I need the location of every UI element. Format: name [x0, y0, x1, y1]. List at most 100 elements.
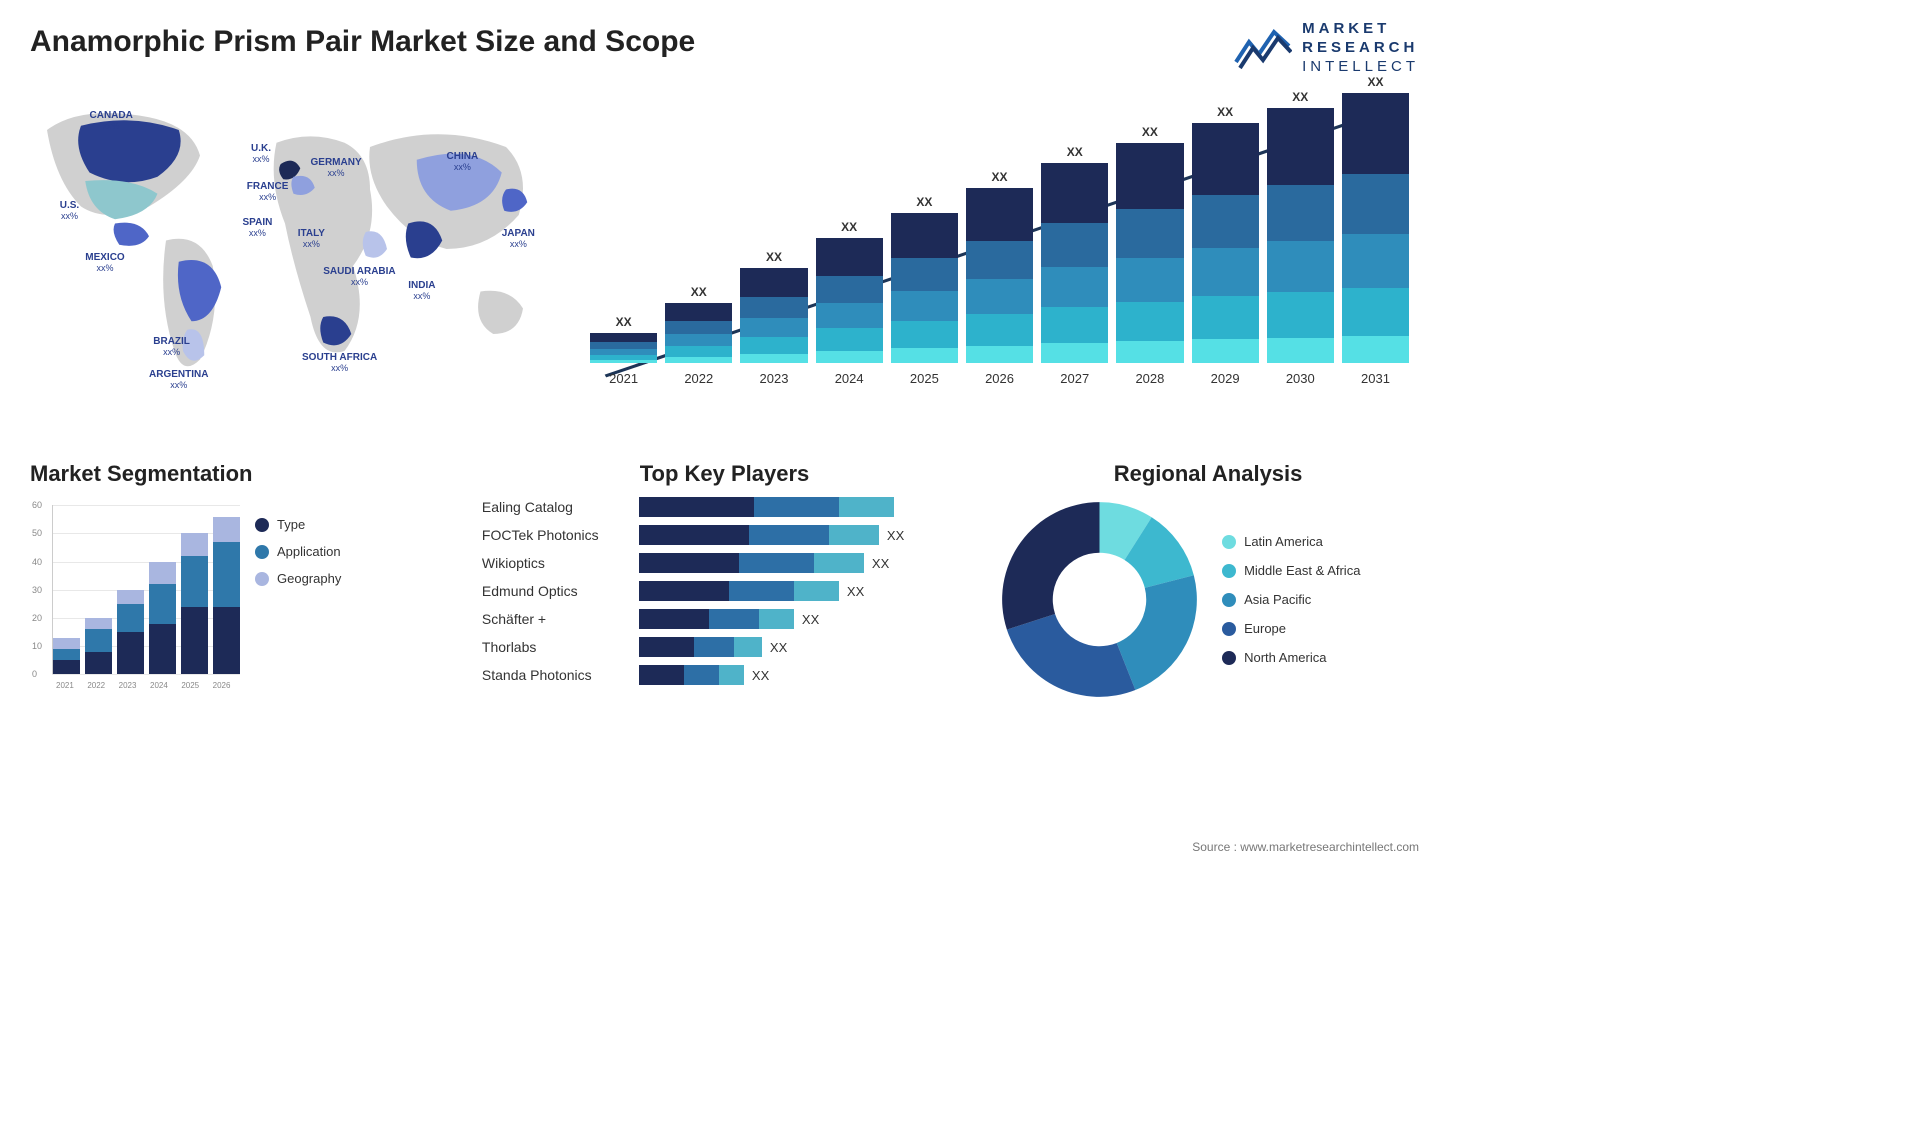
kp-value: XX — [802, 612, 819, 627]
forecast-chart: XX 2021 XX 2022 XX 2023 XX 2024 XX 2025 XX 2026 XX 20… — [580, 96, 1419, 436]
kp-name: Ealing Catalog — [482, 499, 627, 515]
forecast-bar-label: XX — [1217, 105, 1233, 119]
kp-row-standa-photonics: Standa Photonics XX — [482, 665, 967, 685]
regional-legend: Latin America Middle East & Africa Asia Pa… — [1222, 534, 1360, 665]
brand-logo: MARKET RESEARCH INTELLECT — [1234, 20, 1419, 76]
kp-row-edmund-optics: Edmund Optics XX — [482, 581, 967, 601]
segmentation-title: Market Segmentation — [30, 461, 452, 487]
seg-bar-2022 — [85, 618, 112, 674]
logo-line2: RESEARCH — [1302, 39, 1419, 58]
kp-value: XX — [887, 528, 904, 543]
seg-legend-type: Type — [255, 517, 341, 532]
kp-row-ealing-catalog: Ealing Catalog — [482, 497, 967, 517]
forecast-bar-2027: XX 2027 — [1041, 145, 1108, 386]
kp-name: Schäfter + — [482, 611, 627, 627]
forecast-year-label: 2027 — [1060, 371, 1089, 386]
kp-row-sch-fter-: Schäfter + XX — [482, 609, 967, 629]
seg-bar-2026 — [213, 517, 240, 675]
forecast-bar-2028: XX 2028 — [1116, 125, 1183, 386]
forecast-year-label: 2029 — [1211, 371, 1240, 386]
map-label-china: CHINAxx% — [447, 151, 479, 172]
forecast-bar-2030: XX 2030 — [1267, 90, 1334, 386]
map-label-france: FRANCExx% — [247, 181, 289, 202]
map-label-italy: ITALYxx% — [298, 228, 325, 249]
forecast-year-label: 2024 — [835, 371, 864, 386]
forecast-bar-2025: XX 2025 — [891, 195, 958, 386]
forecast-year-label: 2030 — [1286, 371, 1315, 386]
forecast-bar-2029: XX 2029 — [1192, 105, 1259, 386]
forecast-bar-2022: XX 2022 — [665, 285, 732, 386]
regional-panel: Regional Analysis Latin America Middle Ea… — [997, 461, 1419, 702]
regional-title: Regional Analysis — [997, 461, 1419, 487]
map-label-south-africa: SOUTH AFRICAxx% — [302, 352, 377, 373]
reg-legend-latin-america: Latin America — [1222, 534, 1360, 549]
donut-slice-asia-pacific — [1117, 576, 1197, 691]
world-map: CANADAxx%U.S.xx%MEXICOxx%BRAZILxx%ARGENT… — [30, 96, 540, 416]
kp-value: XX — [752, 668, 769, 683]
kp-name: Edmund Optics — [482, 583, 627, 599]
forecast-bar-label: XX — [1142, 125, 1158, 139]
segmentation-chart: 0102030405060202120222023202420252026 — [30, 497, 240, 692]
seg-bar-2024 — [149, 562, 176, 675]
forecast-year-label: 2031 — [1361, 371, 1390, 386]
forecast-bar-2026: XX 2026 — [966, 170, 1033, 386]
forecast-bar-label: XX — [691, 285, 707, 299]
forecast-bar-2024: XX 2024 — [816, 220, 883, 386]
forecast-year-label: 2021 — [609, 371, 638, 386]
forecast-year-label: 2022 — [684, 371, 713, 386]
map-label-canada: CANADAxx% — [90, 110, 133, 131]
forecast-bar-label: XX — [616, 315, 632, 329]
forecast-year-label: 2028 — [1135, 371, 1164, 386]
kp-name: Thorlabs — [482, 639, 627, 655]
logo-icon — [1234, 24, 1292, 72]
kp-value: XX — [770, 640, 787, 655]
reg-legend-europe: Europe — [1222, 621, 1360, 636]
donut-slice-north-america — [1002, 502, 1099, 629]
kp-value: XX — [872, 556, 889, 571]
page-title: Anamorphic Prism Pair Market Size and Sc… — [30, 25, 695, 59]
map-label-brazil: BRAZILxx% — [153, 336, 190, 357]
seg-legend-application: Application — [255, 544, 341, 559]
map-label-germany: GERMANYxx% — [311, 157, 362, 178]
seg-legend-geography: Geography — [255, 571, 341, 586]
seg-bar-2023 — [117, 590, 144, 674]
map-label-india: INDIAxx% — [408, 280, 435, 301]
reg-legend-asia-pacific: Asia Pacific — [1222, 592, 1360, 607]
map-label-japan: JAPANxx% — [502, 228, 535, 249]
forecast-bar-label: XX — [1067, 145, 1083, 159]
source-attribution: Source : www.marketresearchintellect.com — [1192, 840, 1419, 854]
logo-line3: INTELLECT — [1302, 58, 1419, 77]
kp-name: Wikioptics — [482, 555, 627, 571]
forecast-year-label: 2025 — [910, 371, 939, 386]
forecast-year-label: 2026 — [985, 371, 1014, 386]
map-label-argentina: ARGENTINAxx% — [149, 369, 208, 390]
reg-legend-middle-east-africa: Middle East & Africa — [1222, 563, 1360, 578]
donut-slice-europe — [1007, 614, 1135, 697]
regional-donut — [997, 497, 1202, 702]
forecast-bar-label: XX — [992, 170, 1008, 184]
forecast-bar-2023: XX 2023 — [740, 250, 807, 386]
kp-name: FOCTek Photonics — [482, 527, 627, 543]
segmentation-panel: Market Segmentation 01020304050602021202… — [30, 461, 452, 702]
forecast-bar-2031: XX 2031 — [1342, 75, 1409, 386]
map-label-spain: SPAINxx% — [243, 217, 273, 238]
kp-row-thorlabs: Thorlabs XX — [482, 637, 967, 657]
forecast-year-label: 2023 — [760, 371, 789, 386]
map-label-saudi-arabia: SAUDI ARABIAxx% — [323, 266, 395, 287]
forecast-bar-label: XX — [1367, 75, 1383, 89]
seg-bar-2025 — [181, 533, 208, 674]
map-label-mexico: MEXICOxx% — [85, 252, 124, 273]
kp-name: Standa Photonics — [482, 667, 627, 683]
kp-value: XX — [847, 584, 864, 599]
logo-line1: MARKET — [1302, 20, 1419, 39]
keyplayers-panel: Top Key Players Ealing CatalogFOCTek Pho… — [482, 461, 967, 702]
segmentation-legend: Type Application Geography — [255, 517, 341, 692]
forecast-bar-label: XX — [916, 195, 932, 209]
map-label-u-k-: U.K.xx% — [251, 143, 271, 164]
forecast-bar-label: XX — [766, 250, 782, 264]
reg-legend-north-america: North America — [1222, 650, 1360, 665]
seg-bar-2021 — [53, 638, 80, 675]
forecast-bar-label: XX — [1292, 90, 1308, 104]
forecast-bar-label: XX — [841, 220, 857, 234]
forecast-bar-2021: XX 2021 — [590, 315, 657, 386]
